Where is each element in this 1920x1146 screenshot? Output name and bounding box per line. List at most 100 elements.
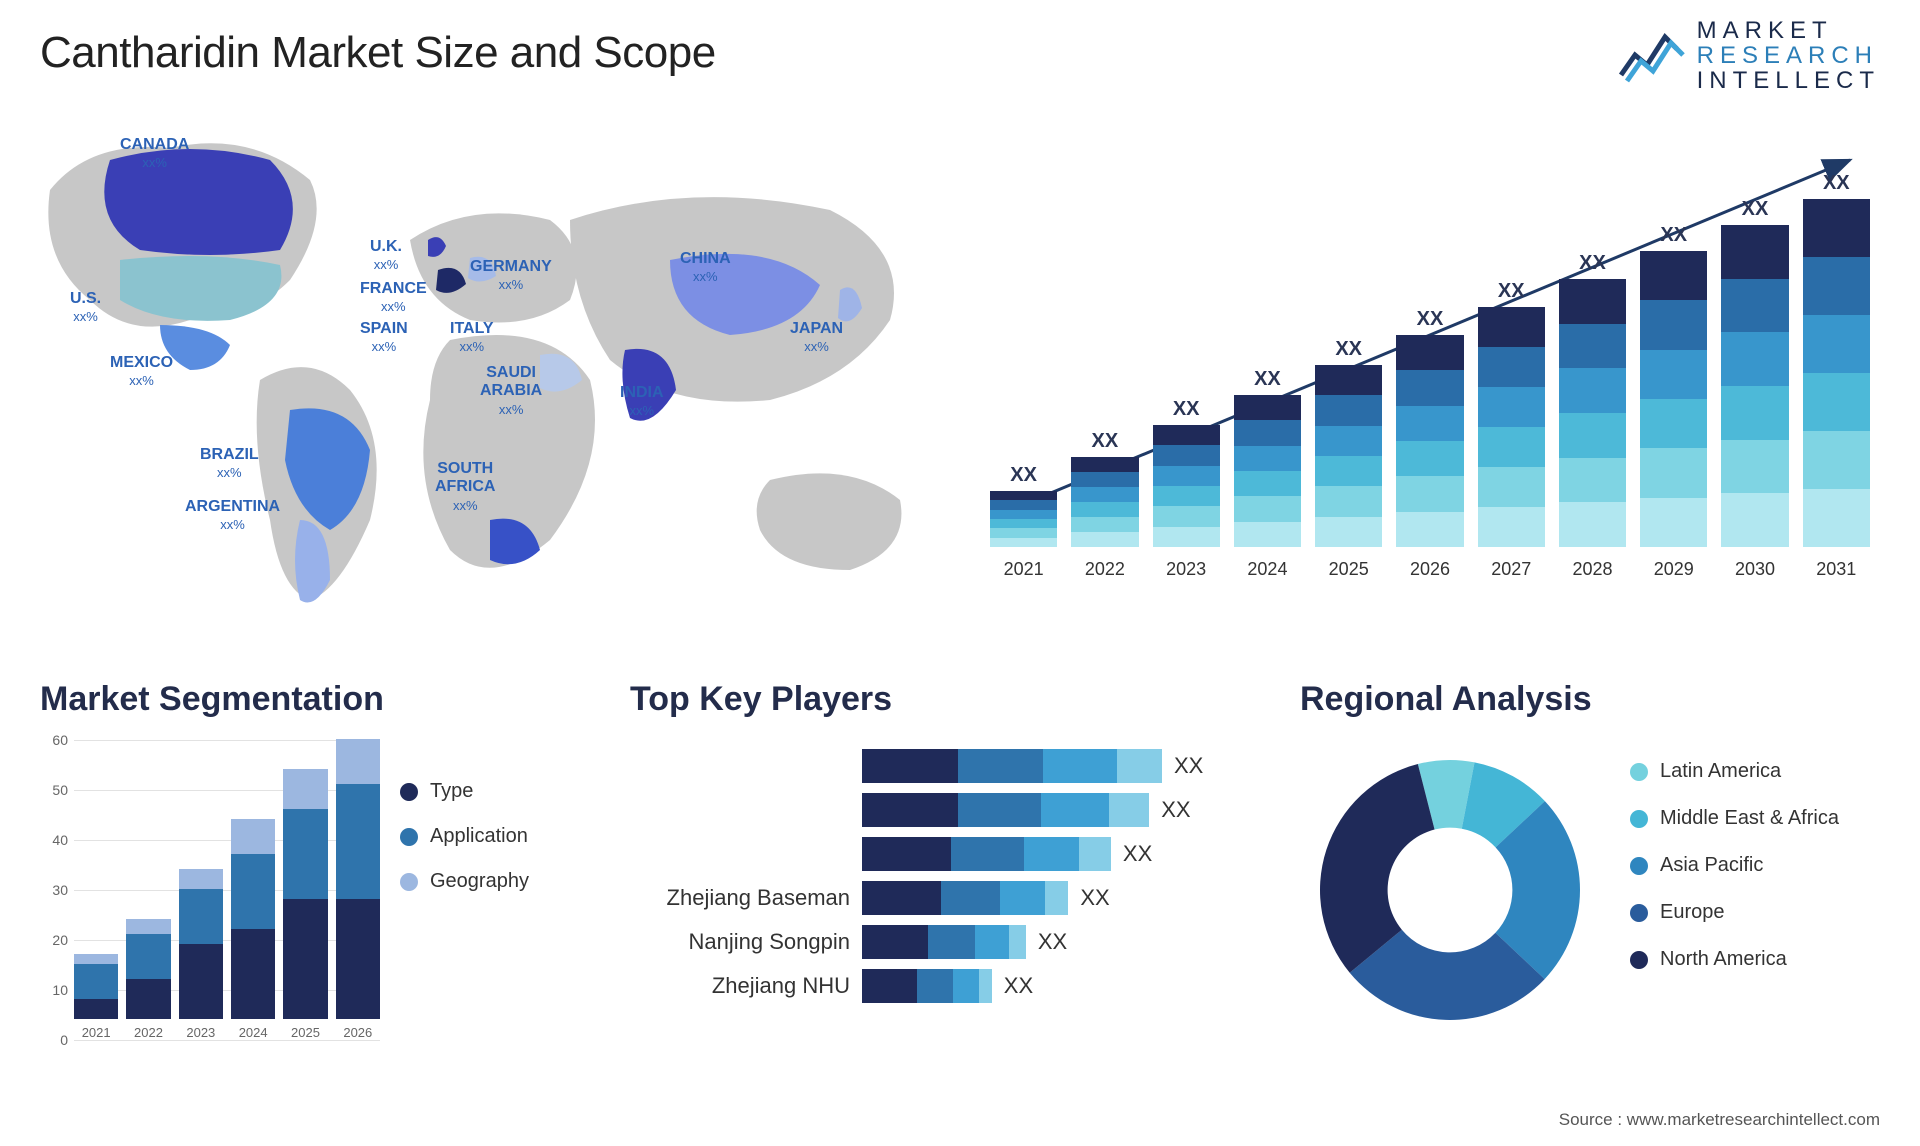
logo-line1: MARKET [1697, 18, 1880, 43]
segmentation-panel: Market Segmentation [40, 680, 580, 719]
growth-bar-year: 2025 [1329, 559, 1369, 580]
player-name: Zhejiang NHU [630, 969, 850, 1003]
legend-label: Latin America [1660, 760, 1781, 783]
growth-bar-2025: XX 2025 [1315, 338, 1382, 580]
segmentation-chart: 0102030405060202120222023202420252026 [40, 740, 380, 1070]
growth-bar-value: XX [1660, 224, 1687, 247]
growth-bar-2026: XX2026 [1396, 308, 1463, 580]
seg-bar-2023: 2023 [179, 869, 223, 1040]
legend-dot-icon [1630, 951, 1648, 969]
seg-ytick: 0 [40, 1032, 68, 1048]
page-title: Cantharidin Market Size and Scope [40, 28, 716, 78]
legend-dot-icon [400, 828, 418, 846]
brand-logo: MARKET RESEARCH INTELLECT [1617, 18, 1880, 94]
logo-mark-icon [1617, 21, 1687, 91]
regional-panel: Regional Analysis [1300, 680, 1880, 719]
growth-bar-value: XX [1742, 198, 1769, 221]
growth-bar-year: 2031 [1816, 559, 1856, 580]
seg-bar-2025: 2025 [283, 769, 327, 1040]
player-value: XX [1004, 973, 1033, 999]
player-row: XX [862, 837, 1210, 871]
seg-legend-item: Application [400, 825, 529, 848]
seg-year-label: 2026 [343, 1025, 372, 1040]
map-label-uk: U.K.xx% [370, 238, 402, 275]
growth-bar-2021: XX 2021 [990, 464, 1057, 580]
player-name: Zhejiang Baseman [630, 881, 850, 915]
seg-ytick: 30 [40, 882, 68, 898]
map-label-us: U.S.xx% [70, 290, 101, 327]
legend-label: North America [1660, 948, 1787, 971]
logo-line2: RESEARCH [1697, 43, 1880, 68]
growth-bar-value: XX [1498, 280, 1525, 303]
legend-dot-icon [400, 783, 418, 801]
segmentation-title: Market Segmentation [40, 680, 580, 719]
growth-bar-year: 2021 [1004, 559, 1044, 580]
player-name [630, 837, 850, 871]
map-label-saudiarabia: SAUDIARABIAxx% [480, 364, 542, 419]
growth-bar-2030: XX2030 [1721, 198, 1788, 580]
growth-bar-2022: XX2022 [1071, 430, 1138, 580]
map-label-canada: CANADAxx% [120, 136, 189, 173]
seg-year-label: 2025 [291, 1025, 320, 1040]
legend-dot-icon [1630, 810, 1648, 828]
legend-dot-icon [1630, 857, 1648, 875]
legend-dot-icon [1630, 904, 1648, 922]
legend-label: Asia Pacific [1660, 854, 1763, 877]
world-map: CANADAxx%U.S.xx%MEXICOxx%BRAZILxx%ARGENT… [30, 120, 950, 640]
map-label-japan: JAPANxx% [790, 320, 843, 357]
players-title: Top Key Players [630, 680, 1210, 719]
seg-ytick: 60 [40, 732, 68, 748]
map-label-spain: SPAINxx% [360, 320, 408, 357]
growth-bar-value: XX [1010, 464, 1037, 487]
player-name [630, 793, 850, 827]
player-value: XX [1123, 841, 1152, 867]
growth-bar-2023: XX 2023 [1153, 398, 1220, 580]
growth-bar-year: 2028 [1572, 559, 1612, 580]
player-name: Nanjing Songpin [630, 925, 850, 959]
player-value: XX [1161, 797, 1190, 823]
seg-ytick: 40 [40, 832, 68, 848]
legend-label: Type [430, 780, 473, 803]
map-label-southafrica: SOUTHAFRICAxx% [435, 460, 495, 515]
growth-bar-2024: XX2024 [1234, 368, 1301, 580]
seg-year-label: 2024 [239, 1025, 268, 1040]
seg-year-label: 2023 [186, 1025, 215, 1040]
growth-bar-value: XX [1417, 308, 1444, 331]
growth-chart: XX2021XX2022XX2023XX2024XX2025XX2026XX20… [990, 150, 1870, 620]
legend-label: Europe [1660, 901, 1725, 924]
map-label-italy: ITALYxx% [450, 320, 494, 357]
logo-line3: INTELLECT [1697, 68, 1880, 93]
seg-ytick: 10 [40, 982, 68, 998]
region-legend-item: Europe [1630, 901, 1839, 924]
map-country-usa [120, 256, 281, 321]
growth-bar-value: XX [1335, 338, 1362, 361]
player-row: XX [862, 881, 1210, 915]
region-legend-item: Latin America [1630, 760, 1839, 783]
seg-legend-item: Type [400, 780, 529, 803]
map-label-france: FRANCExx% [360, 280, 427, 317]
legend-label: Geography [430, 870, 529, 893]
growth-bar-year: 2022 [1085, 559, 1125, 580]
map-label-germany: GERMANYxx% [470, 258, 552, 295]
donut-slice-northamerica [1320, 764, 1435, 973]
growth-bar-value: XX [1254, 368, 1281, 391]
growth-bar-2029: XX2029 [1640, 224, 1707, 580]
legend-dot-icon [400, 873, 418, 891]
map-label-china: CHINAxx% [680, 250, 731, 287]
seg-year-label: 2021 [82, 1025, 111, 1040]
player-row: XX [862, 749, 1210, 783]
growth-bar-2027: XX 2027 [1478, 280, 1545, 580]
seg-ytick: 20 [40, 932, 68, 948]
player-name [630, 749, 850, 783]
growth-bar-value: XX [1173, 398, 1200, 421]
seg-bar-2021: 2021 [74, 954, 118, 1040]
growth-bar-year: 2023 [1166, 559, 1206, 580]
player-value: XX [1174, 753, 1203, 779]
map-label-mexico: MEXICOxx% [110, 354, 173, 391]
growth-bar-2028: XX2028 [1559, 252, 1626, 580]
seg-bar-2026: 2026 [336, 739, 380, 1040]
growth-bar-year: 2027 [1491, 559, 1531, 580]
map-label-argentina: ARGENTINAxx% [185, 498, 280, 535]
segmentation-legend: Type Application Geography [400, 780, 529, 893]
growth-bar-2031: XX2031 [1803, 172, 1870, 580]
